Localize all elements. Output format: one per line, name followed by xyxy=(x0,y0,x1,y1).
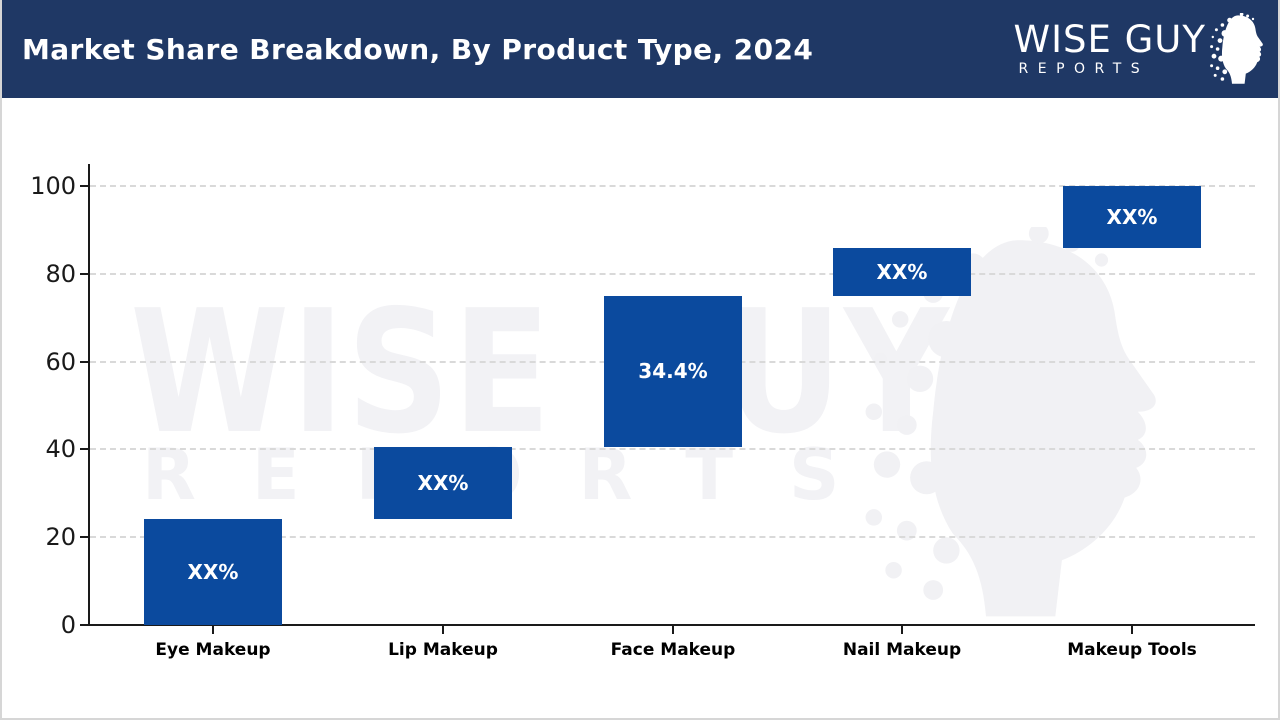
bar-value-label-eye-makeup: XX% xyxy=(187,560,239,585)
gridline-100 xyxy=(90,185,1255,187)
y-axis-tick-20 xyxy=(80,536,88,539)
bar-makeup-tools: XX% xyxy=(1063,186,1201,248)
bar-lip-makeup: XX% xyxy=(374,446,512,520)
x-axis-tick-lip-makeup xyxy=(442,626,444,634)
gridline-80 xyxy=(90,272,1255,275)
x-axis-label-eye-makeup: Eye Makeup xyxy=(155,640,271,660)
bar-nail-makeup: XX% xyxy=(833,247,971,296)
y-axis-tick-80 xyxy=(80,272,88,275)
logo-text-wiseguy: WISE GUY xyxy=(1013,17,1206,61)
y-axis-tick-label-40: 40 xyxy=(45,435,76,464)
x-axis-label-lip-makeup: Lip Makeup xyxy=(388,640,498,660)
y-axis-tick-label-20: 20 xyxy=(45,523,76,552)
y-axis-tick-40 xyxy=(80,448,88,451)
x-axis-tick-eye-makeup xyxy=(212,626,214,634)
header-bar: Market Share Breakdown, By Product Type,… xyxy=(2,0,1278,98)
y-axis-tick-100 xyxy=(80,185,88,187)
bar-value-label-lip-makeup: XX% xyxy=(417,470,469,495)
x-axis-label-nail-makeup: Nail Makeup xyxy=(842,640,962,660)
bar-value-label-makeup-tools: XX% xyxy=(1106,204,1158,229)
chart-title: Market Share Breakdown, By Product Type,… xyxy=(22,32,814,66)
y-axis-tick-label-60: 60 xyxy=(45,347,76,376)
bar-face-makeup: 34.4% xyxy=(604,295,742,447)
x-axis-line xyxy=(88,624,1255,626)
x-axis-label-face-makeup: Face Makeup xyxy=(610,640,736,660)
x-axis-tick-face-makeup xyxy=(672,626,674,634)
gridline-40 xyxy=(90,448,1255,451)
gridline-20 xyxy=(90,536,1255,539)
watermark-text-wiseguy: WISE GUY xyxy=(130,274,951,472)
y-axis-tick-label-80: 80 xyxy=(45,259,76,288)
x-axis-label-makeup-tools: Makeup Tools xyxy=(1067,640,1197,660)
x-axis-tick-makeup-tools xyxy=(1131,626,1133,634)
bar-eye-makeup: XX% xyxy=(144,519,282,625)
logo-head-dots-icon xyxy=(1208,7,1268,91)
bar-value-label-face-makeup: 34.4% xyxy=(638,359,708,384)
y-axis-tick-60 xyxy=(80,360,88,363)
logo-text-reports: REPORTS xyxy=(1018,61,1150,78)
y-axis-tick-label-100: 100 xyxy=(30,172,76,200)
y-axis-tick-0 xyxy=(80,624,88,626)
y-axis-line xyxy=(88,164,90,625)
wise-guy-reports-logo: WISE GUY REPORTS xyxy=(1014,7,1268,91)
y-axis-tick-label-0: 0 xyxy=(60,611,76,639)
bar-value-label-nail-makeup: XX% xyxy=(876,259,928,284)
x-axis-tick-nail-makeup xyxy=(901,626,903,634)
